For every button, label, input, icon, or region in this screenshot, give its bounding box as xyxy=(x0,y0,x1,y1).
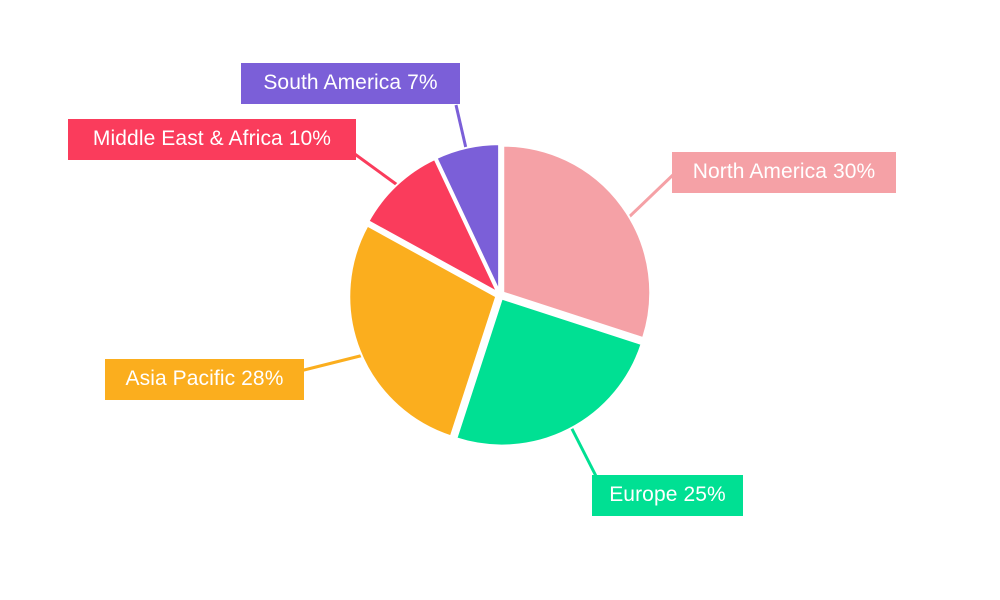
pie-slice-middle-east-africa[interactable] xyxy=(367,158,499,294)
pie-slice-europe[interactable] xyxy=(455,297,643,447)
pie-label-south-america[interactable]: South America 7% xyxy=(241,63,460,104)
pie-label-north-america[interactable]: North America 30% xyxy=(672,152,896,193)
pie-slice-asia-pacific[interactable] xyxy=(348,224,498,438)
leader-line xyxy=(626,170,678,220)
pie-label-middle-east-africa[interactable]: Middle East & Africa 10% xyxy=(68,119,356,160)
pie-slice-north-america[interactable] xyxy=(502,144,652,340)
pie-label-asia-pacific[interactable]: Asia Pacific 28% xyxy=(105,359,304,400)
leader-line xyxy=(299,352,369,373)
pie-wedge-group xyxy=(348,143,652,447)
pie-label-europe[interactable]: Europe 25% xyxy=(592,475,743,516)
leader-line xyxy=(568,424,600,481)
pie-slice-south-america[interactable] xyxy=(435,143,501,293)
